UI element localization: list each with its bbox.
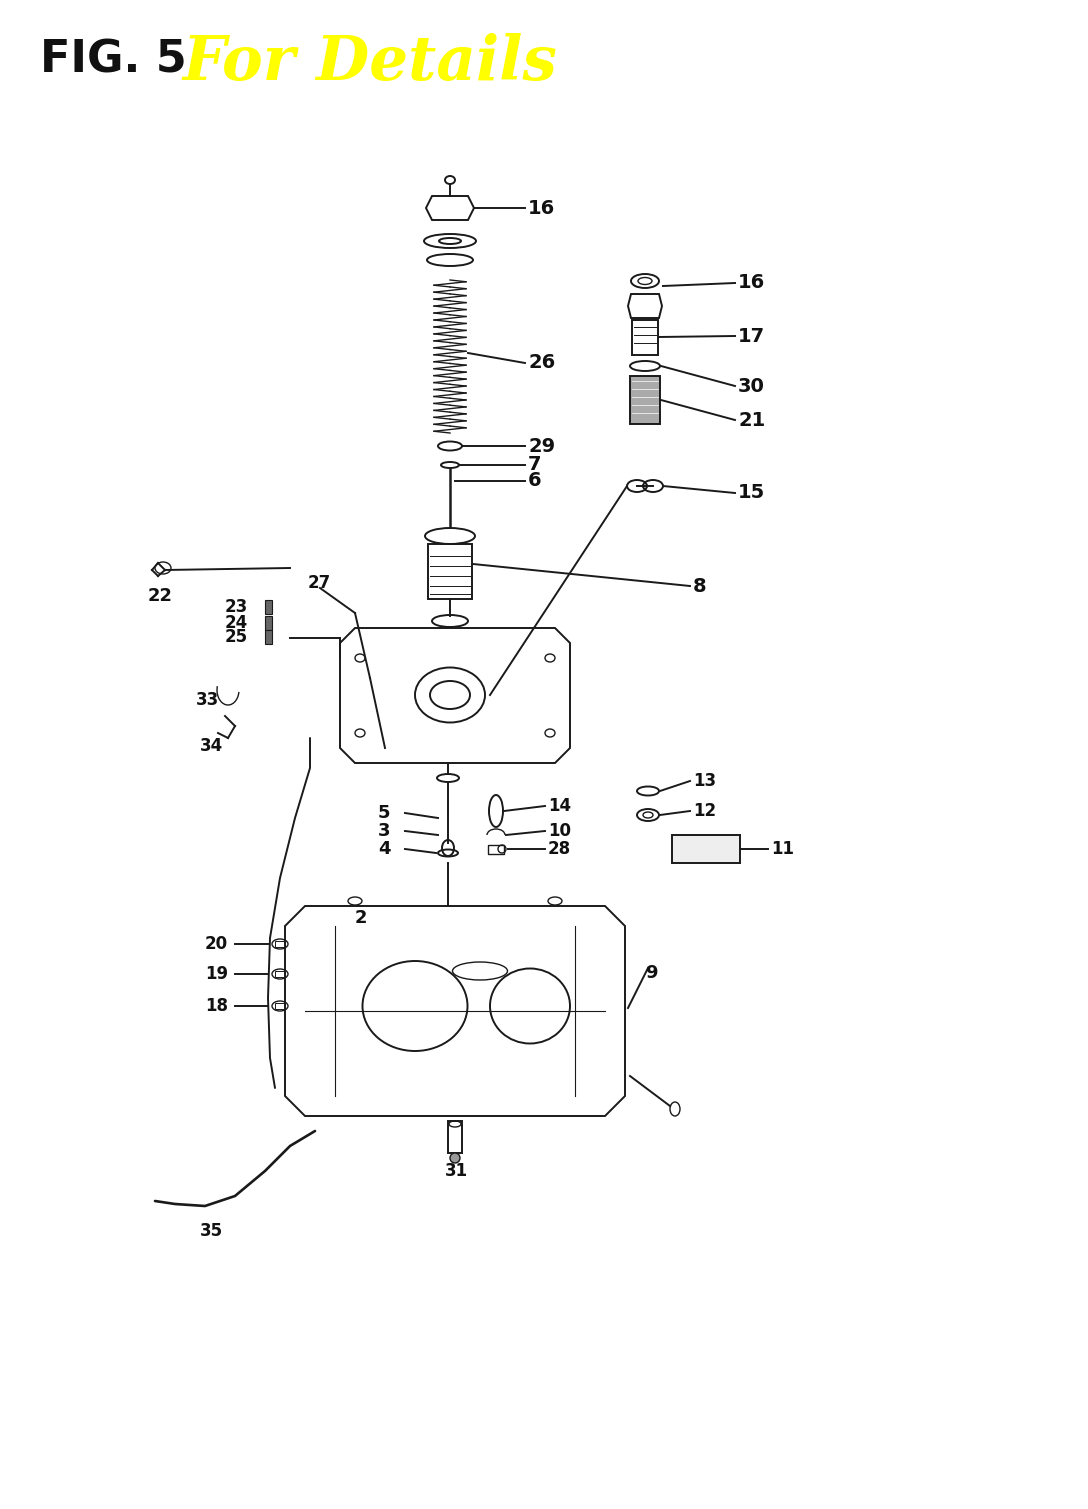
Text: 15: 15 (738, 483, 765, 502)
Text: 4: 4 (378, 841, 391, 859)
Text: 8: 8 (693, 576, 706, 596)
Text: For Details: For Details (183, 33, 557, 94)
Text: 34: 34 (200, 736, 223, 754)
Text: 13: 13 (693, 773, 716, 791)
Bar (275, 942, 285, 948)
Text: 12: 12 (693, 801, 716, 819)
Text: 6: 6 (528, 471, 542, 490)
Bar (265, 629, 272, 644)
Text: FIG. 5: FIG. 5 (40, 39, 187, 81)
Text: 35: 35 (200, 1222, 223, 1240)
Text: 10: 10 (548, 822, 571, 841)
Text: 30: 30 (738, 377, 765, 395)
Text: 3: 3 (378, 822, 391, 841)
Bar (632, 320, 658, 355)
Text: 16: 16 (528, 199, 555, 217)
Text: 21: 21 (738, 410, 765, 430)
Bar (265, 601, 272, 614)
Bar (275, 970, 285, 976)
Text: 5: 5 (378, 804, 391, 822)
Bar (265, 616, 272, 629)
Text: 16: 16 (738, 273, 765, 293)
Text: 25: 25 (225, 628, 248, 646)
Bar (448, 1121, 462, 1153)
Circle shape (450, 1153, 460, 1163)
Text: 29: 29 (528, 436, 555, 456)
Text: 24: 24 (225, 614, 248, 632)
Text: 19: 19 (205, 964, 228, 982)
Text: 33: 33 (196, 691, 220, 709)
Text: 11: 11 (771, 841, 794, 859)
Bar (489, 845, 504, 854)
Text: 23: 23 (225, 598, 248, 616)
Bar (428, 545, 472, 599)
Text: 22: 22 (148, 587, 173, 605)
Text: 7: 7 (528, 456, 542, 474)
Text: CLICK HERE: CLICK HERE (316, 17, 424, 35)
Bar (275, 1003, 285, 1010)
Text: 27: 27 (308, 573, 331, 592)
Text: 18: 18 (205, 997, 228, 1016)
Text: 17: 17 (738, 326, 765, 346)
Text: 20: 20 (205, 936, 228, 954)
Bar (672, 834, 740, 863)
Text: 31: 31 (445, 1162, 468, 1180)
Text: 14: 14 (548, 797, 571, 815)
Text: 2: 2 (355, 908, 368, 927)
Text: 9: 9 (645, 964, 657, 982)
Bar (630, 376, 660, 424)
Text: 26: 26 (528, 353, 555, 373)
Text: 28: 28 (548, 841, 571, 859)
